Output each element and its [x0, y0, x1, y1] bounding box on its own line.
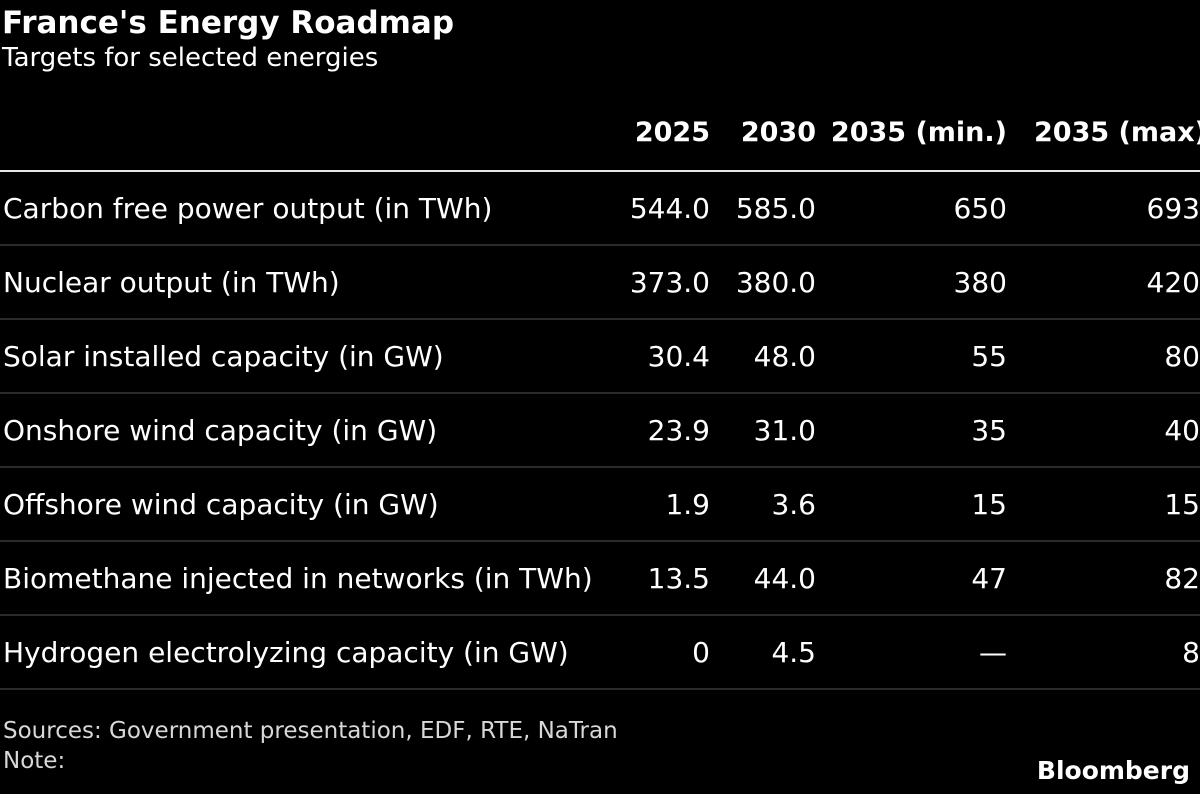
row-label: Carbon free power output (in TWh) — [0, 171, 540, 246]
cell-value: 55 — [816, 319, 1007, 394]
cell-value: 35 — [816, 393, 1007, 468]
column-header-2025: 2025 — [540, 75, 710, 172]
chart-header: France's Energy Roadmap Targets for sele… — [0, 0, 1200, 75]
table-row: Solar installed capacity (in GW) 30.4 48… — [0, 319, 1200, 394]
header-row: 2025 2030 2035 (min.) 2035 (max) — [0, 75, 1200, 172]
row-label: Solar installed capacity (in GW) — [0, 319, 540, 394]
cell-value: — — [816, 615, 1007, 690]
column-header-2035-max: 2035 (max) — [1007, 75, 1200, 172]
table-header: 2025 2030 2035 (min.) 2035 (max) — [0, 75, 1200, 172]
table-row: Nuclear output (in TWh) 373.0 380.0 380 … — [0, 245, 1200, 320]
cell-value: 23.9 — [540, 393, 710, 468]
table-body: Carbon free power output (in TWh) 544.0 … — [0, 171, 1200, 690]
cell-value: 80 — [1007, 319, 1200, 394]
cell-value: 1.9 — [540, 467, 710, 542]
cell-value: 15 — [1007, 467, 1200, 542]
cell-value: 650 — [816, 171, 1007, 246]
table-row: Hydrogen electrolyzing capacity (in GW) … — [0, 615, 1200, 690]
sources-line: Sources: Government presentation, EDF, R… — [3, 718, 618, 744]
cell-value: 31.0 — [710, 393, 816, 468]
table-row: Offshore wind capacity (in GW) 1.9 3.6 1… — [0, 467, 1200, 542]
cell-value: 40 — [1007, 393, 1200, 468]
row-label: Offshore wind capacity (in GW) — [0, 467, 540, 542]
cell-value: 48.0 — [710, 319, 816, 394]
note-line: Note: — [3, 748, 66, 774]
row-label: Nuclear output (in TWh) — [0, 245, 540, 320]
table-row: Biomethane injected in networks (in TWh)… — [0, 541, 1200, 616]
cell-value: 380 — [816, 245, 1007, 320]
column-header-2035-max-text: 2035 (max) — [1034, 117, 1200, 148]
row-label: Biomethane injected in networks (in TWh) — [0, 541, 593, 616]
chart-subtitle: Targets for selected energies — [2, 43, 379, 73]
cell-value: 82 — [1007, 541, 1200, 616]
cell-value: 585.0 — [710, 171, 816, 246]
cell-value: 420 — [1007, 245, 1200, 320]
bloomberg-logo: Bloomberg — [1036, 756, 1190, 785]
table-row: Onshore wind capacity (in GW) 23.9 31.0 … — [0, 393, 1200, 468]
cell-value: 30.4 — [540, 319, 710, 394]
column-header-2035-min: 2035 (min.) — [816, 75, 1007, 172]
cell-value: 13.5 — [540, 541, 710, 616]
cell-value: 44.0 — [710, 541, 816, 616]
row-label: Hydrogen electrolyzing capacity (in GW) — [0, 615, 569, 690]
column-header-2030: 2030 — [710, 75, 816, 172]
cell-value: 0 — [540, 615, 710, 690]
cell-value: 47 — [816, 541, 1007, 616]
cell-value: 544.0 — [540, 171, 710, 246]
cell-value: 8 — [1007, 615, 1200, 690]
chart-footer: Sources: Government presentation, EDF, R… — [0, 716, 1200, 776]
cell-value: 693 — [1007, 171, 1200, 246]
cell-value: 380.0 — [710, 245, 816, 320]
row-label: Onshore wind capacity (in GW) — [0, 393, 540, 468]
cell-value: 15 — [816, 467, 1007, 542]
chart-title: France's Energy Roadmap — [2, 5, 455, 41]
cell-value: 373.0 — [540, 245, 710, 320]
cell-value: 3.6 — [710, 467, 816, 542]
table-row: Carbon free power output (in TWh) 544.0 … — [0, 171, 1200, 246]
column-header-blank — [0, 75, 540, 172]
cell-value: 4.5 — [710, 615, 816, 690]
energy-targets-table: 2025 2030 2035 (min.) 2035 (max) Carbon … — [0, 75, 1200, 690]
